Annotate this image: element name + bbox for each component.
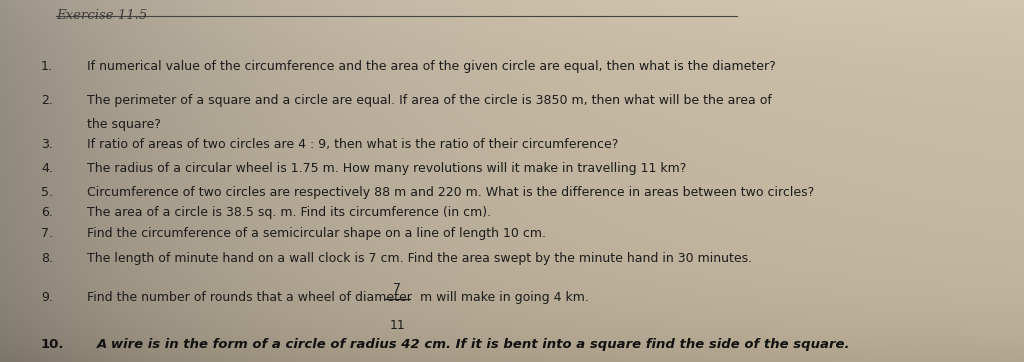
Text: 8.: 8. [41, 252, 53, 265]
Text: A wire is in the form of a circle of radius 42 cm. If it is bent into a square f: A wire is in the form of a circle of rad… [97, 338, 851, 352]
Text: 4.: 4. [41, 162, 53, 175]
Text: 1.: 1. [41, 60, 53, 73]
Text: 6.: 6. [41, 206, 53, 219]
Text: The perimeter of a square and a circle are equal. If area of the circle is 3850 : The perimeter of a square and a circle a… [87, 94, 772, 107]
Text: 7.: 7. [41, 227, 53, 240]
Text: Exercise 11.5: Exercise 11.5 [56, 9, 147, 22]
Text: the square?: the square? [87, 118, 161, 131]
Text: Find the circumference of a semicircular shape on a line of length 10 cm.: Find the circumference of a semicircular… [87, 227, 546, 240]
Text: 10.: 10. [41, 338, 65, 352]
Text: m will make in going 4 km.: m will make in going 4 km. [420, 291, 589, 304]
Text: 3.: 3. [41, 138, 53, 151]
Text: If ratio of areas of two circles are 4 : 9, then what is the ratio of their circ: If ratio of areas of two circles are 4 :… [87, 138, 618, 151]
Text: 2.: 2. [41, 94, 53, 107]
Text: 7: 7 [393, 282, 401, 295]
Text: 5.: 5. [41, 186, 53, 199]
Text: The radius of a circular wheel is 1.75 m. How many revolutions will it make in t: The radius of a circular wheel is 1.75 m… [87, 162, 686, 175]
Text: If numerical value of the circumference and the area of the given circle are equ: If numerical value of the circumference … [87, 60, 776, 73]
Text: Find the number of rounds that a wheel of diameter: Find the number of rounds that a wheel o… [87, 291, 412, 304]
Text: The length of minute hand on a wall clock is 7 cm. Find the area swept by the mi: The length of minute hand on a wall cloc… [87, 252, 753, 265]
Text: The area of a circle is 38.5 sq. m. Find its circumference (in cm).: The area of a circle is 38.5 sq. m. Find… [87, 206, 492, 219]
Text: 11: 11 [389, 319, 406, 332]
Text: 9.: 9. [41, 291, 53, 304]
Text: Circumference of two circles are respectively 88 m and 220 m. What is the differ: Circumference of two circles are respect… [87, 186, 814, 199]
